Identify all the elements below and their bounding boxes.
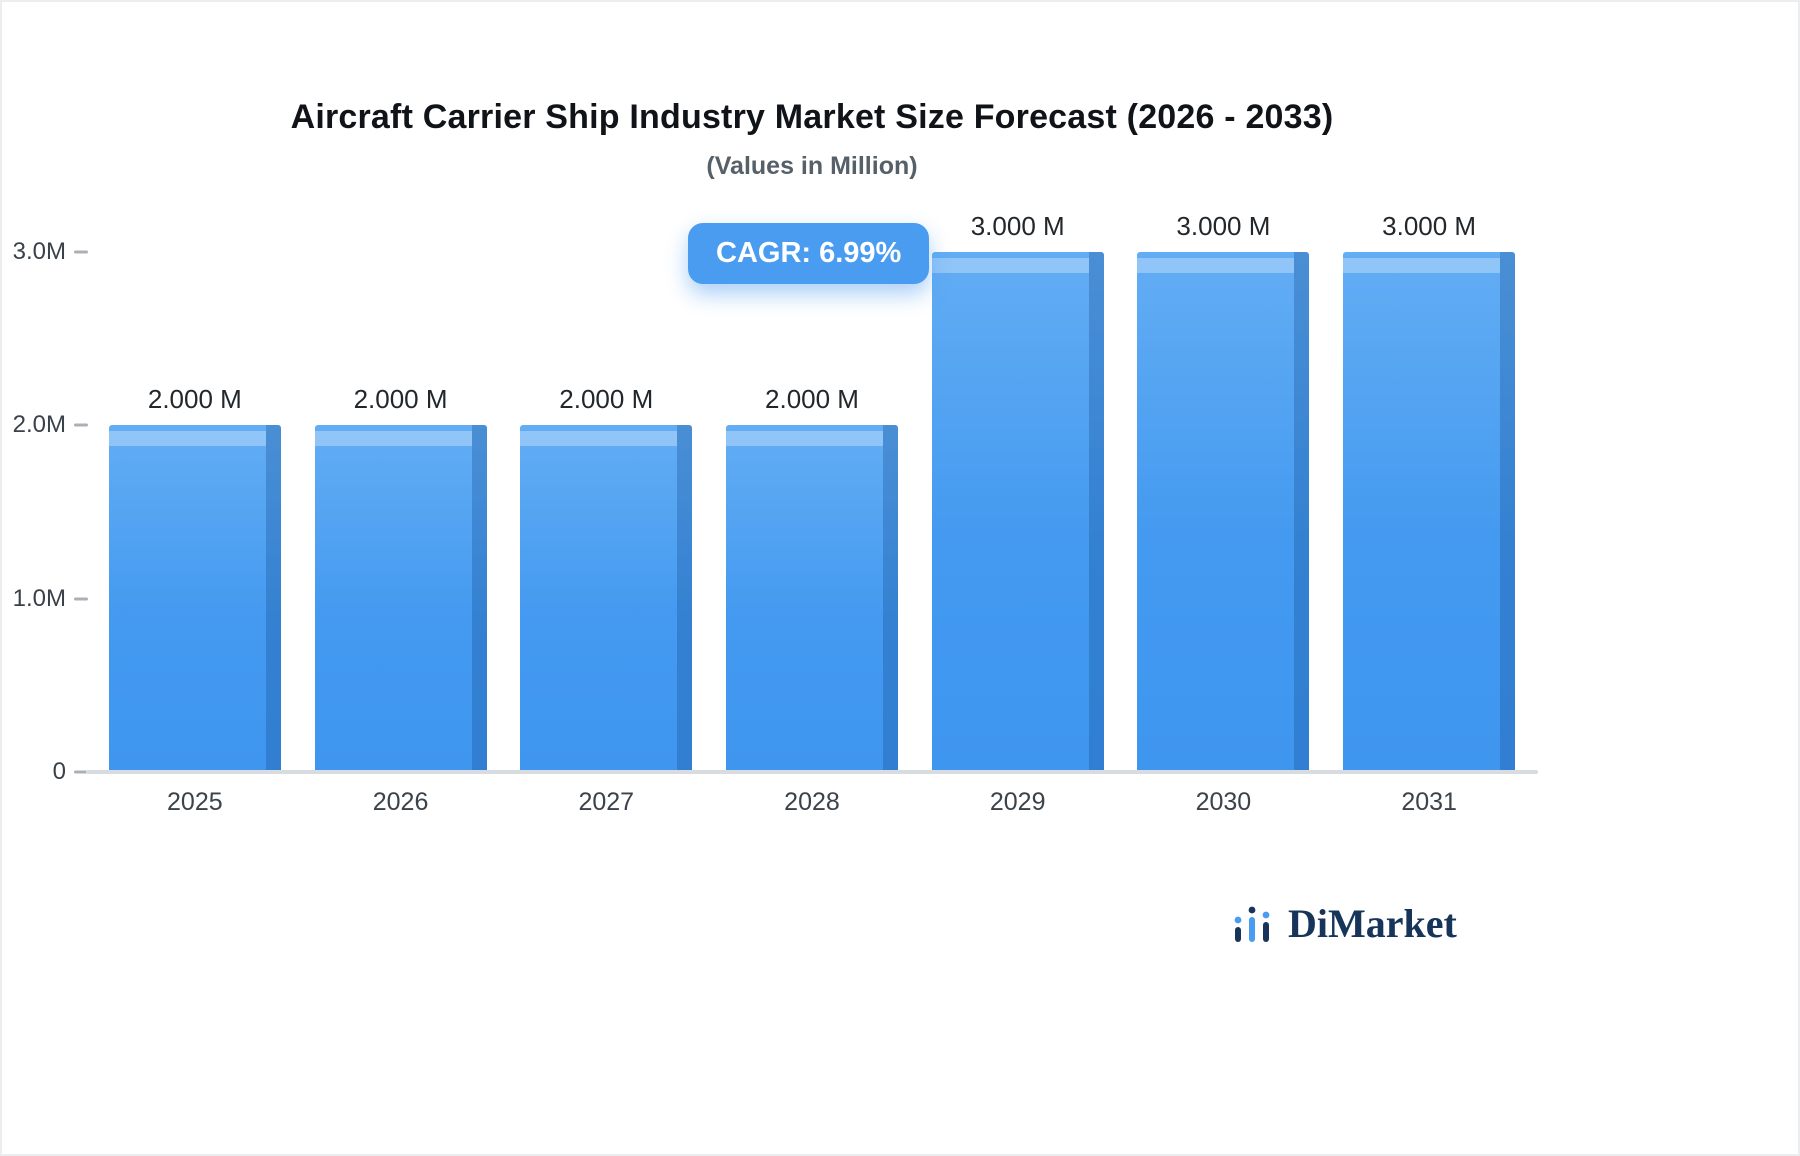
brand-name: DiMarket — [1288, 901, 1457, 946]
x-axis-label: 2025 — [167, 788, 223, 816]
x-axis-label: 2031 — [1401, 788, 1457, 816]
bar-2026 — [314, 425, 487, 772]
bar-2031 — [1343, 252, 1516, 772]
bar-column-2030: 3.000 M 2030 — [1121, 211, 1327, 816]
bar-column-2027: 2.000 M 2027 — [503, 252, 709, 816]
bar-column-2028: 2.000 M 2028 — [709, 252, 915, 816]
x-axis-baseline — [86, 770, 1538, 774]
bar-value-label: 2.000 M — [559, 384, 654, 415]
cagr-badge: CAGR: 6.99% — [688, 223, 930, 284]
y-tick-mark — [74, 597, 88, 601]
y-tick-label: 0 — [52, 758, 66, 785]
y-tick-mark — [74, 770, 88, 774]
x-axis-label: 2029 — [989, 788, 1046, 816]
x-axis-label: 2027 — [578, 788, 635, 816]
y-tick-mark — [74, 423, 88, 427]
bar-value-label: 3.000 M — [970, 211, 1065, 241]
bar-value-label: 2.000 M — [765, 384, 859, 415]
x-axis-label: 2028 — [784, 788, 840, 816]
dimarket-logo-icon — [1230, 901, 1276, 947]
bar-column-2031: 3.000 M 2031 — [1326, 211, 1532, 816]
bar-2029 — [931, 252, 1104, 772]
bar-column-2026: 2.000 M 2026 — [298, 252, 504, 816]
chart-title: Aircraft Carrier Ship Industry Market Si… — [290, 98, 1334, 136]
bar-value-label: 2.000 M — [147, 384, 242, 415]
bar-value-label: 3.000 M — [1176, 211, 1271, 241]
y-tick-label: 2.0M — [12, 411, 66, 439]
bar-2027 — [520, 425, 693, 772]
y-axis: 0 1.0M 2.0M 3.0M — [2, 238, 90, 785]
bar-value-label: 3.000 M — [1382, 211, 1477, 241]
bar-2025 — [108, 425, 281, 772]
bar-2028 — [725, 425, 898, 772]
brand-logo: DiMarket — [1230, 900, 1457, 947]
chart-subtitle: (Values in Million) — [706, 152, 918, 180]
x-axis-label: 2030 — [1195, 788, 1252, 816]
y-tick-mark — [74, 250, 88, 254]
x-axis-label: 2026 — [372, 788, 429, 816]
bar-column-2025: 2.000 M 2025 — [92, 252, 298, 816]
y-tick-label: 3.0M — [12, 238, 66, 265]
bar-value-label: 2.000 M — [353, 384, 448, 415]
bar-2030 — [1137, 252, 1310, 772]
bar-column-2029: 3.000 M 2029 — [915, 211, 1121, 816]
y-tick-label: 1.0M — [12, 584, 66, 612]
plot-area: 2.000 M 2025 2.000 M 2026 2.000 M 2027 2.000 M… — [92, 211, 1532, 816]
